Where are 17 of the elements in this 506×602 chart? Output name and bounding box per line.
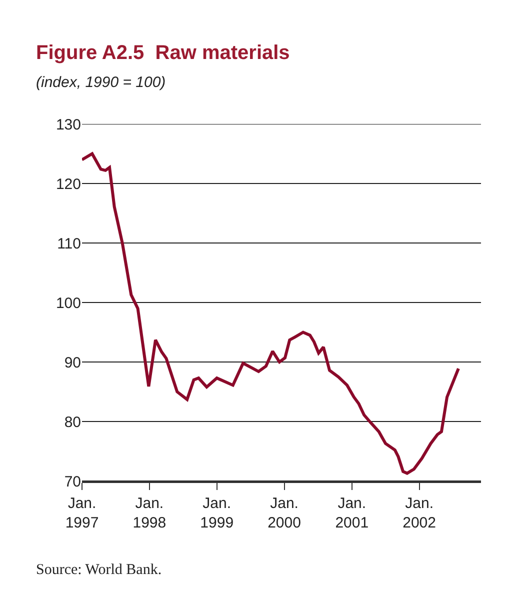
x-tick-label: Jan. 2002	[402, 494, 436, 532]
y-tick-label: 80	[64, 414, 81, 431]
y-tick-label: 130	[56, 116, 81, 134]
y-tick-label: 90	[64, 354, 81, 372]
source-note: Source: World Bank.	[36, 562, 162, 578]
y-tick-label: 110	[57, 235, 81, 252]
chart-subtitle: (index, 1990 = 100)	[36, 74, 166, 91]
x-tick-label: Jan. 1998	[132, 494, 166, 532]
x-tick-label: Jan. 2000	[268, 494, 301, 532]
y-tick-label: 70	[64, 473, 81, 490]
line-series	[82, 152, 460, 475]
x-tick-label: Jan. 2001	[335, 494, 369, 532]
y-tick-label: 100	[56, 294, 81, 312]
y-tick-label: 120	[56, 176, 81, 193]
chart-title: Figure A2.5 Raw materials	[36, 42, 290, 64]
x-tick-label: Jan. 1997	[65, 494, 99, 532]
x-tick-label: Jan. 1999	[200, 494, 234, 532]
